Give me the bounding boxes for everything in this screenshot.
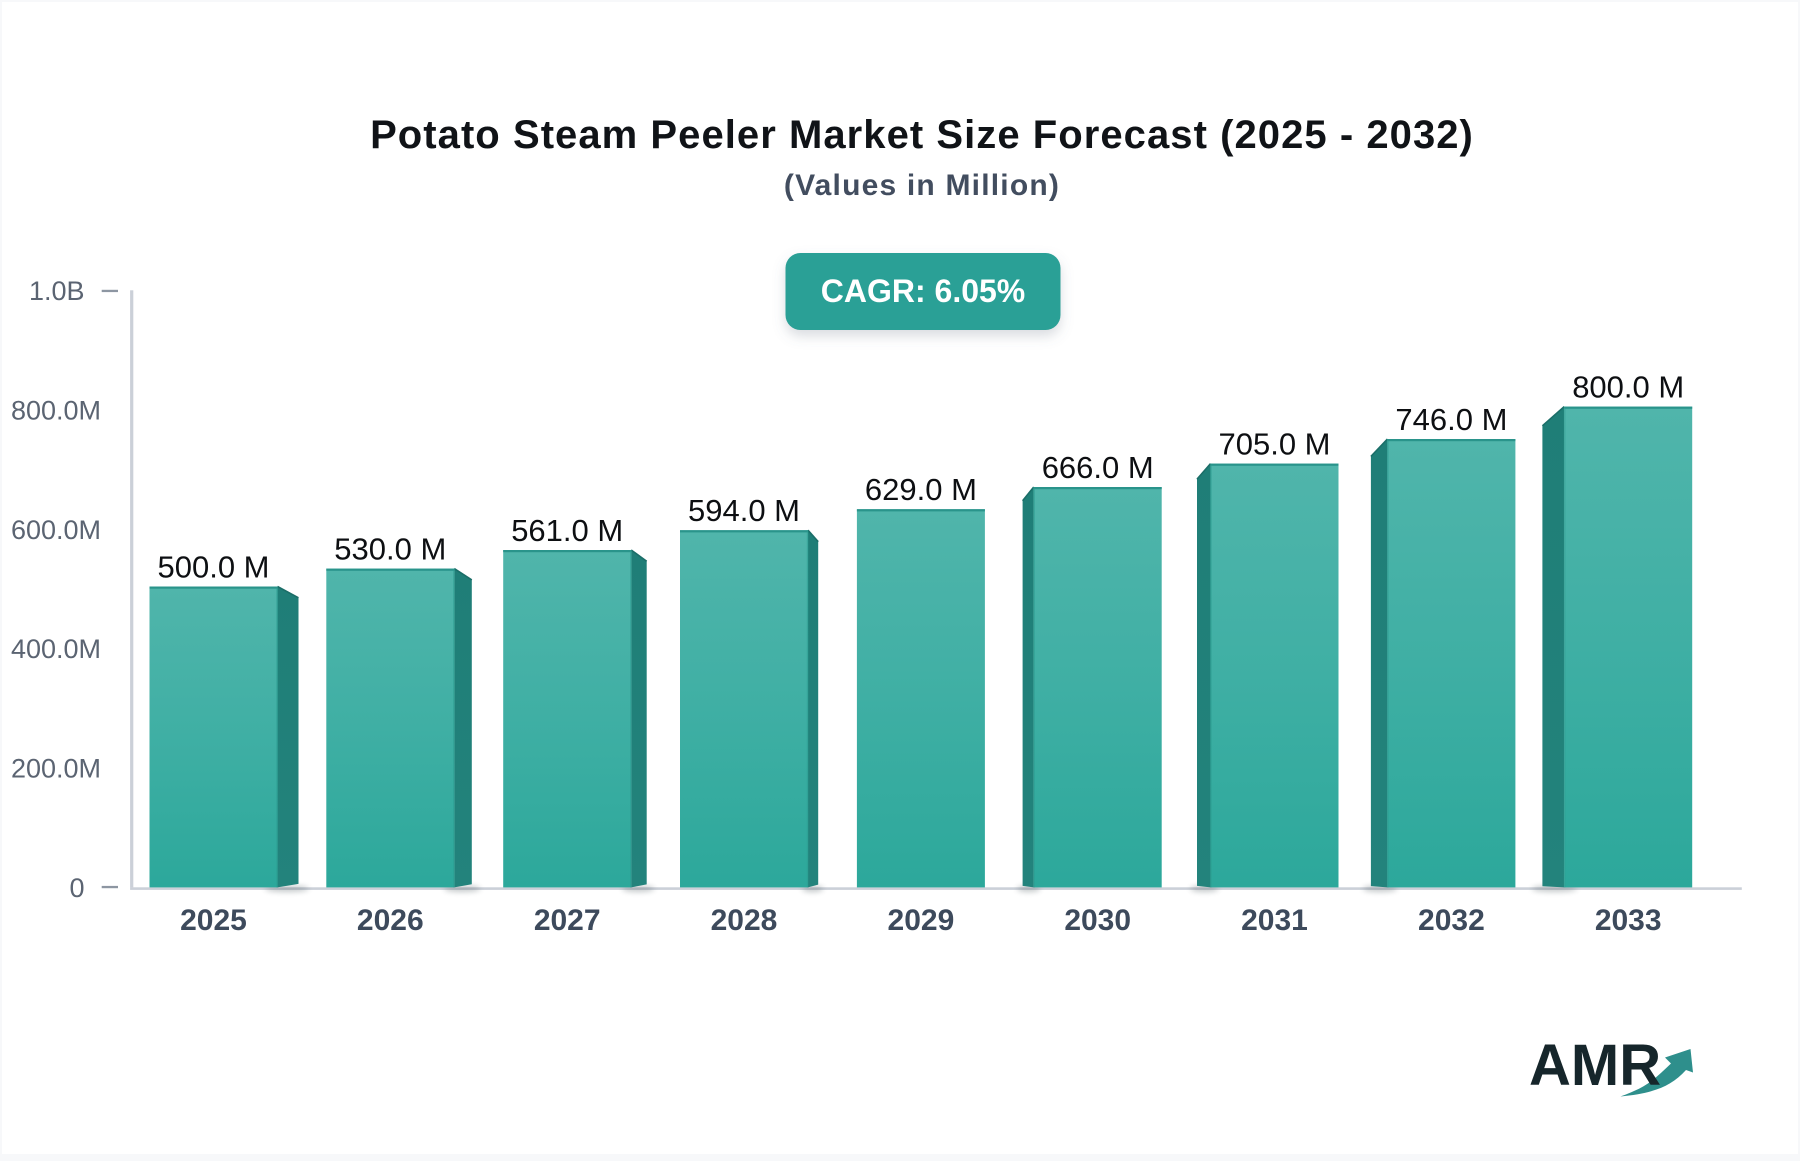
svg-text:0: 0 <box>69 873 84 903</box>
svg-text:705.0 M: 705.0 M <box>1218 427 1330 462</box>
svg-text:2028: 2028 <box>711 904 778 937</box>
svg-text:2032: 2032 <box>1418 904 1485 937</box>
svg-text:(Values in Million): (Values in Million) <box>784 169 1060 202</box>
svg-text:666.0 M: 666.0 M <box>1042 450 1154 485</box>
svg-text:2033: 2033 <box>1595 904 1662 937</box>
svg-text:594.0 M: 594.0 M <box>688 493 800 528</box>
svg-text:1.0B: 1.0B <box>29 276 85 306</box>
svg-text:561.0 M: 561.0 M <box>511 513 623 548</box>
svg-text:800.0 M: 800.0 M <box>1572 370 1684 405</box>
svg-text:2026: 2026 <box>357 904 424 937</box>
svg-text:530.0 M: 530.0 M <box>334 532 446 567</box>
svg-text:500.0 M: 500.0 M <box>157 550 269 585</box>
svg-text:AMR: AMR <box>1529 1033 1661 1098</box>
svg-text:CAGR: 6.05%: CAGR: 6.05% <box>821 273 1026 309</box>
svg-text:629.0 M: 629.0 M <box>865 472 977 507</box>
svg-text:800.0M: 800.0M <box>11 395 101 425</box>
svg-text:400.0M: 400.0M <box>11 634 101 664</box>
svg-text:Potato Steam Peeler Market Siz: Potato Steam Peeler Market Size Forecast… <box>370 113 1474 157</box>
svg-text:200.0M: 200.0M <box>11 754 101 784</box>
svg-text:746.0 M: 746.0 M <box>1395 402 1507 437</box>
svg-text:2030: 2030 <box>1064 904 1131 937</box>
svg-text:2025: 2025 <box>180 904 247 937</box>
svg-text:600.0M: 600.0M <box>11 515 101 545</box>
svg-text:2031: 2031 <box>1241 904 1308 937</box>
svg-text:2027: 2027 <box>534 904 601 937</box>
svg-text:2029: 2029 <box>888 904 955 937</box>
